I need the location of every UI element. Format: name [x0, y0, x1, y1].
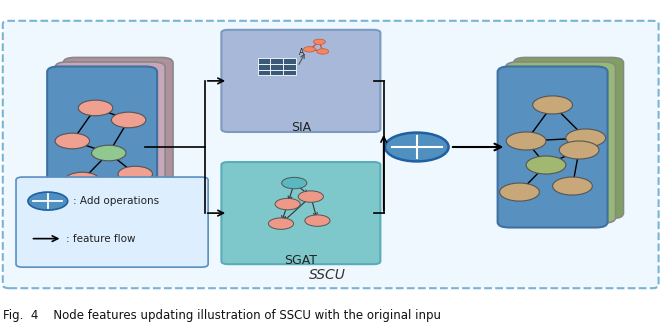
Circle shape — [566, 129, 606, 147]
Circle shape — [282, 177, 307, 189]
Circle shape — [118, 166, 152, 182]
Bar — [271, 58, 283, 64]
FancyBboxPatch shape — [16, 177, 208, 267]
Text: Fig.  4    Node features updating illustration of SSCU with the original inpu: Fig. 4 Node features updating illustrati… — [3, 309, 441, 322]
Circle shape — [55, 133, 90, 149]
Circle shape — [303, 47, 315, 52]
Circle shape — [78, 100, 113, 116]
Bar — [283, 58, 295, 64]
Bar — [283, 70, 295, 75]
Circle shape — [92, 145, 126, 161]
Circle shape — [500, 183, 539, 201]
FancyBboxPatch shape — [506, 62, 615, 223]
Bar — [271, 64, 283, 70]
Bar — [258, 70, 271, 75]
FancyBboxPatch shape — [498, 66, 608, 227]
FancyBboxPatch shape — [3, 21, 659, 288]
FancyBboxPatch shape — [47, 66, 157, 227]
Text: : feature flow: : feature flow — [66, 234, 136, 244]
Circle shape — [65, 172, 100, 188]
Bar — [258, 64, 271, 70]
Circle shape — [269, 218, 294, 229]
Circle shape — [305, 215, 330, 226]
Bar — [271, 70, 283, 75]
Circle shape — [313, 39, 325, 44]
Text: A: A — [299, 48, 304, 57]
Circle shape — [58, 190, 93, 206]
Circle shape — [506, 132, 546, 150]
Circle shape — [275, 198, 300, 210]
Circle shape — [28, 192, 67, 210]
Circle shape — [317, 49, 329, 54]
FancyBboxPatch shape — [63, 57, 173, 218]
Circle shape — [552, 177, 593, 195]
FancyBboxPatch shape — [55, 62, 165, 223]
Circle shape — [559, 141, 599, 159]
Circle shape — [385, 133, 449, 161]
Text: : Add operations: : Add operations — [73, 196, 159, 206]
Text: SSCU: SSCU — [309, 268, 346, 282]
Text: SGAT: SGAT — [285, 254, 317, 267]
Text: SIA: SIA — [291, 122, 311, 134]
Bar — [283, 64, 295, 70]
FancyBboxPatch shape — [221, 162, 380, 264]
Circle shape — [298, 191, 323, 202]
Circle shape — [112, 112, 146, 128]
FancyBboxPatch shape — [514, 57, 623, 218]
Circle shape — [526, 156, 566, 174]
Circle shape — [533, 96, 572, 114]
Bar — [258, 58, 271, 64]
FancyBboxPatch shape — [221, 30, 380, 132]
